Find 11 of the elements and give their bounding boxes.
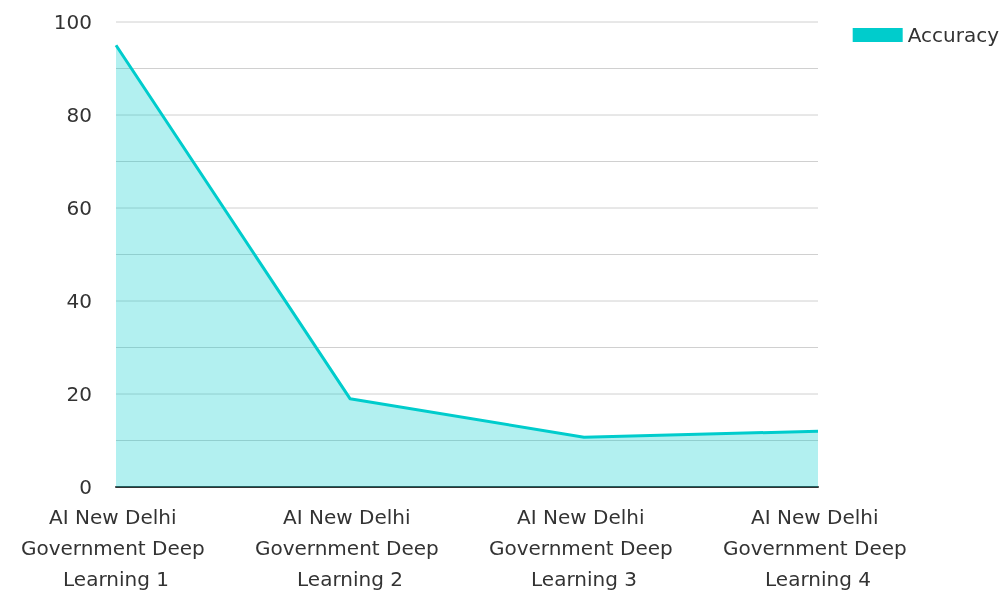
legend-label: Accuracy	[907, 23, 1000, 47]
y-tick-label: 60	[66, 196, 92, 220]
x-tick-label: AI New Delhi Government Deep Learning 3	[488, 504, 680, 591]
x-tick-label: AI New Delhi Government Deep Learning 1	[20, 504, 212, 591]
x-tick-label: AI New Delhi Government Deep Learning 4	[722, 504, 914, 591]
y-tick-label: 100	[53, 10, 92, 34]
y-tick-label: 20	[66, 382, 92, 406]
y-tick-label: 0	[79, 475, 92, 499]
y-tick-label: 80	[66, 103, 92, 127]
y-tick-label: 40	[66, 289, 92, 313]
x-tick-label: AI New Delhi Government Deep Learning 2	[254, 504, 446, 591]
